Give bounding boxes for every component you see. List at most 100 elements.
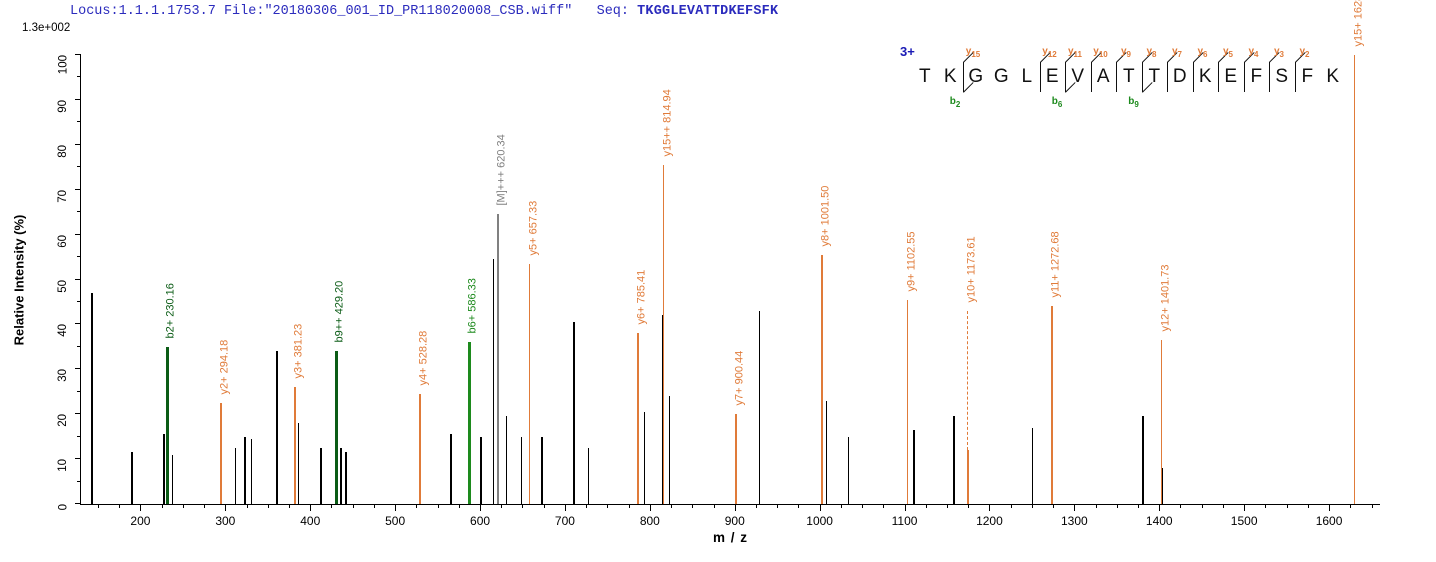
x-tick (225, 504, 227, 511)
y-ion-label: y7 (1171, 46, 1183, 59)
x-tick (819, 504, 821, 511)
x-tick-minor (840, 504, 842, 508)
peak-unassigned (1031, 427, 1034, 504)
spectrum-plot-area: 0 10 20 30 40 50 60 70 80 90 100 200 300 400 500 600 70… (57, 0, 1380, 528)
x-tick-minor (1222, 504, 1224, 508)
sequence-residue: G (968, 66, 984, 87)
y-tick (75, 143, 81, 145)
x-tick-minor (713, 504, 715, 508)
x-tick-label: 900 (724, 514, 745, 528)
peak-label: y11+ 1272.68 (1049, 231, 1062, 298)
x-tick-minor (1031, 504, 1033, 508)
x-tick-minor (204, 504, 206, 508)
x-tick-minor (628, 504, 630, 508)
peak-label: y7+ 900.44 (733, 350, 746, 406)
peak-unassigned (758, 310, 761, 504)
y-tick-label: 20 (57, 414, 70, 427)
x-tick-minor (883, 504, 885, 508)
x-tick (1329, 504, 1331, 511)
y-tick (75, 503, 81, 504)
peak-annotated (1051, 306, 1053, 504)
peak-label: [M]+++ 620.34 (495, 134, 508, 206)
x-tick-label: 1000 (806, 514, 833, 528)
header-bar: Locus:1.1.1.1753.7 File:"20180306_001_ID… (0, 4, 1436, 26)
x-tick-label: 1200 (976, 514, 1003, 528)
peak-annotated (166, 346, 169, 504)
sequence-residue: T (1148, 66, 1161, 87)
x-tick-label: 1600 (1315, 514, 1343, 528)
peak-unassigned (492, 259, 495, 504)
fragment-divider (1141, 62, 1143, 92)
y-ion-label: y4 (1248, 46, 1259, 59)
b-ion-label: b2 (949, 96, 961, 109)
peak-annotated (468, 342, 472, 504)
x-tick (395, 504, 397, 511)
peak-unassigned (505, 416, 508, 504)
y-tick-minor (77, 166, 81, 168)
sequence-residue: K (1326, 66, 1340, 87)
y-tick-label: 100 (57, 55, 70, 75)
peak-unassigned (952, 416, 955, 504)
y-tick-minor (77, 256, 81, 258)
peak-annotated (820, 254, 823, 504)
x-tick-minor (522, 504, 524, 508)
y-tick-minor (77, 300, 81, 302)
x-tick-label: 800 (639, 514, 660, 528)
file-text: File:"20180306_001_ID_PR118020008_CSB.wi… (223, 4, 573, 19)
x-tick-minor (968, 504, 970, 508)
sequence-residue: F (1250, 66, 1263, 87)
x-tick-minor (246, 504, 248, 508)
x-tick-minor (1138, 504, 1140, 508)
y-tick-minor (77, 211, 81, 213)
sequence-residue: A (1096, 66, 1110, 87)
seq-label: Seq: (596, 4, 630, 19)
peak-unassigned (541, 436, 543, 504)
fragment-divider (1065, 62, 1066, 92)
x-tick-minor (543, 504, 545, 508)
peak-annotated (735, 414, 737, 504)
x-tick-minor (1350, 504, 1352, 508)
peak-annotated (967, 450, 969, 504)
x-tick-minor (1286, 504, 1288, 508)
peak-label: y8+ 1001.50 (819, 185, 832, 247)
y-tick-minor (77, 121, 81, 123)
y-tick-minor (77, 76, 81, 78)
sequence-residue: V (1071, 66, 1085, 87)
peak-unassigned (480, 436, 482, 504)
fragment-divider (1167, 62, 1168, 92)
x-tick-label: 1300 (1060, 514, 1088, 528)
x-tick-minor (289, 504, 290, 508)
x-tick-label: 1400 (1145, 514, 1173, 528)
b-ion-label: b9 (1128, 96, 1139, 109)
peak-unassigned (587, 447, 590, 504)
x-tick-label: 500 (385, 514, 406, 528)
x-tick-minor (267, 504, 269, 508)
sequence-residue: T (1122, 66, 1135, 87)
peak-label: y6+ 785.41 (635, 270, 648, 325)
y-tick (75, 458, 81, 460)
peak-annotated (294, 387, 296, 504)
fragment-divider (1039, 62, 1041, 92)
peak-label: y9+ 1102.55 (905, 231, 918, 292)
peak-label: b9++ 429.20 (333, 281, 346, 343)
x-tick-minor (692, 504, 694, 508)
x-tick (140, 504, 142, 511)
x-tick (904, 504, 906, 511)
x-tick-minor (586, 504, 588, 508)
x-tick (649, 504, 651, 511)
y-tick (75, 188, 81, 190)
x-tick-minor (1371, 504, 1373, 508)
x-tick-minor (437, 504, 439, 508)
sequence-residue: D (1172, 66, 1187, 87)
x-tick-label: 300 (215, 514, 236, 528)
peak-label: y5+ 657.33 (527, 200, 540, 256)
b-ion-label: b6 (1051, 96, 1063, 109)
peak-label: y15+ 1628.82 (1352, 0, 1365, 47)
y-tick-label: 60 (57, 234, 70, 248)
x-tick-minor (798, 504, 800, 508)
y-ion-label: y5 (1222, 46, 1234, 59)
x-tick-minor (755, 504, 757, 508)
y-ion-label: y6 (1197, 46, 1208, 59)
y-ion-label: y2 (1299, 46, 1310, 59)
